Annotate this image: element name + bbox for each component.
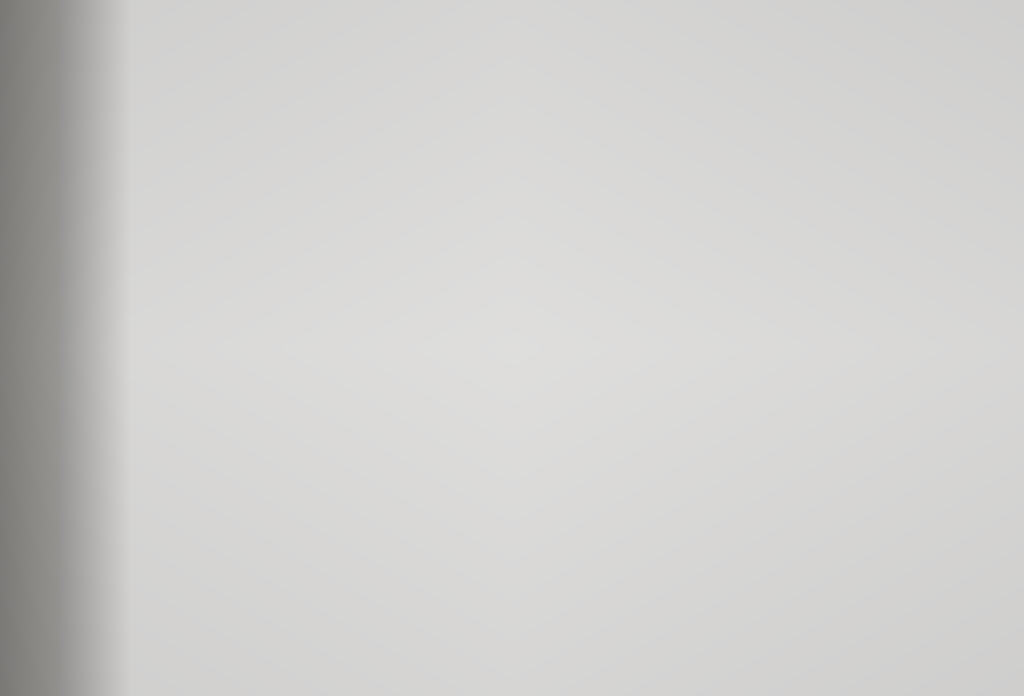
Text: (3)  Force an electron would experience there: (3) Force an electron would experience t… — [295, 269, 785, 288]
Text: ratio: ratio — [802, 422, 848, 441]
Text: The electric field intensity at a point in vacuum is: The electric field intensity at a point … — [291, 139, 824, 159]
Text: $E = \dfrac{E}{e}.$: $E = \dfrac{E}{e}.$ — [667, 467, 755, 519]
Text: (2)  $\dfrac{1}{d^2}$: (2) $\dfrac{1}{d^2}$ — [508, 476, 584, 525]
Text: the m: the m — [802, 373, 859, 392]
Text: distributed in its entire volume.  At a distance d: distributed in its entire volume. At a d… — [280, 393, 794, 412]
Text: 29.   A cha: 29. A cha — [764, 298, 867, 317]
Text: corne: corne — [802, 349, 857, 367]
Text: (Electric Field and Electric Field Lines): (Electric Field and Electric Field Lines… — [263, 105, 728, 125]
Text: (2)  Force a proton would experience there: (2) Force a proton would experience ther… — [295, 235, 756, 255]
Text: (3): (3) — [802, 560, 829, 578]
Text: electric field intensity is directly proportional to: electric field intensity is directly pro… — [280, 443, 790, 463]
Text: 30.   Poin: 30. Poin — [764, 598, 854, 617]
Text: equal to: equal to — [291, 164, 379, 184]
Text: (1)  $\dfrac{1}{d}$: (1) $\dfrac{1}{d}$ — [295, 476, 358, 523]
Text: If ele: If ele — [802, 324, 851, 342]
Text: (3)  $\overline{4}$: (3) $\overline{4}$ — [802, 253, 857, 278]
Text: from the centre inside the sphere (d < r) the: from the centre inside the sphere (d < r… — [280, 418, 761, 438]
Text: (1): (1) — [802, 493, 829, 512]
Text: (4)  $d^2$: (4) $d^2$ — [508, 546, 582, 573]
Text: 22: 22 — [237, 156, 260, 175]
Text: (1)  Zero: (1) Zero — [295, 198, 388, 217]
Text: 23.: 23. — [227, 392, 258, 411]
Text: A sphere of radius r has electric charge uniformly: A sphere of radius r has electric charge… — [280, 367, 812, 387]
Text: (3)  $d$: (3) $d$ — [295, 546, 358, 569]
Text: there: there — [326, 329, 383, 349]
Text: (1)  $\overline{4}$: (1) $\overline{4}$ — [802, 175, 857, 199]
Text: (4)  Force a unit positive charge would experience: (4) Force a unit positive charge would e… — [295, 303, 835, 324]
